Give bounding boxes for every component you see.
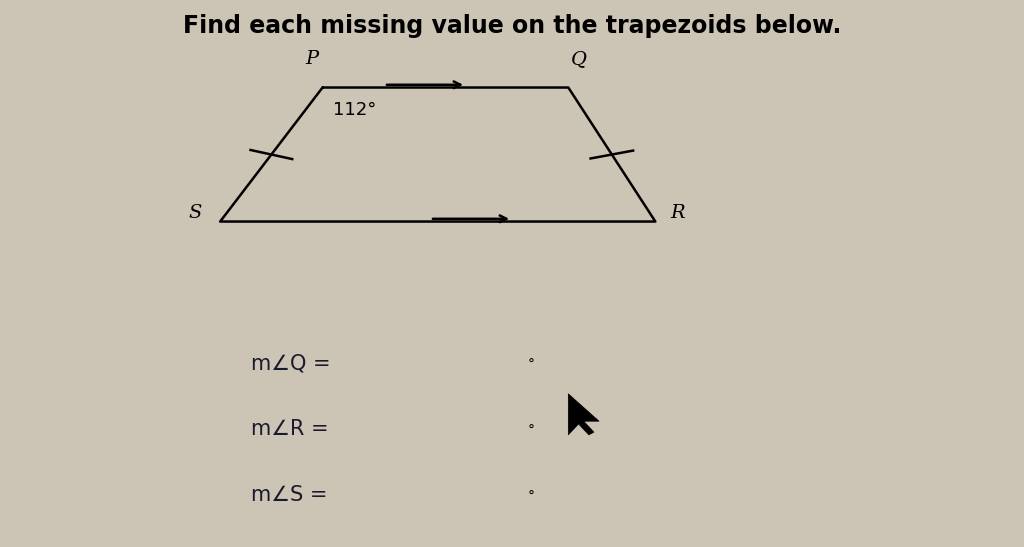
Text: 112°: 112° [333,101,376,119]
Text: Q: Q [570,50,587,68]
Text: °: ° [527,424,535,438]
Polygon shape [568,394,599,435]
Text: S: S [188,205,202,222]
Text: °: ° [527,358,535,373]
Text: R: R [671,205,685,222]
Text: m∠S =: m∠S = [251,485,328,505]
Text: m∠Q =: m∠Q = [251,354,331,374]
Text: Find each missing value on the trapezoids below.: Find each missing value on the trapezoid… [183,14,841,38]
Text: m∠R =: m∠R = [251,420,329,439]
Text: P: P [306,50,318,68]
Text: °: ° [527,490,535,504]
